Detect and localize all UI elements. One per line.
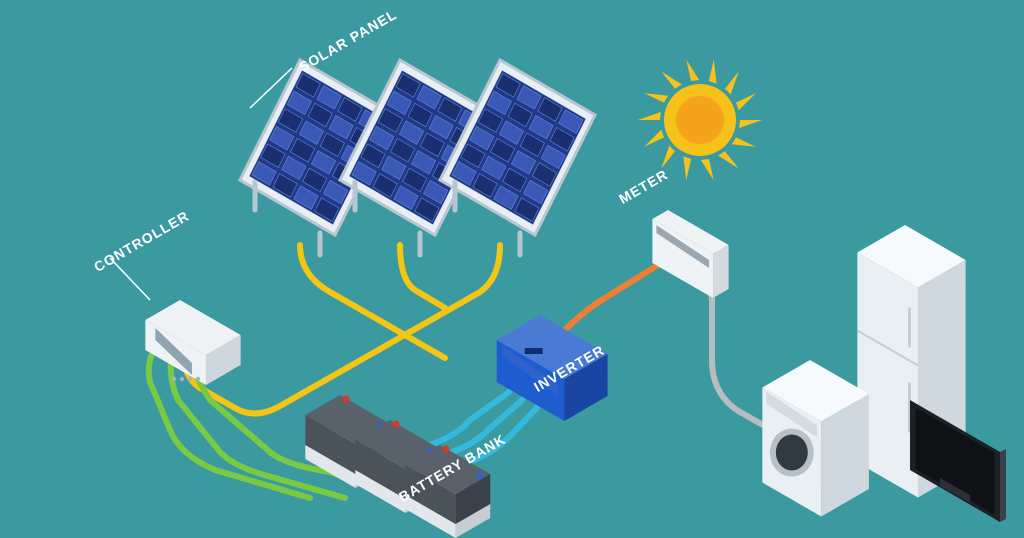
meter bbox=[652, 210, 728, 538]
diagram-canvas: SOLAR PANEL CONTROLLER METER INVERTER BA… bbox=[0, 0, 1024, 538]
controller bbox=[145, 300, 240, 385]
solar-panel bbox=[440, 60, 595, 255]
washer bbox=[762, 360, 869, 517]
scene-svg bbox=[0, 0, 1024, 538]
sun-icon bbox=[638, 60, 762, 181]
